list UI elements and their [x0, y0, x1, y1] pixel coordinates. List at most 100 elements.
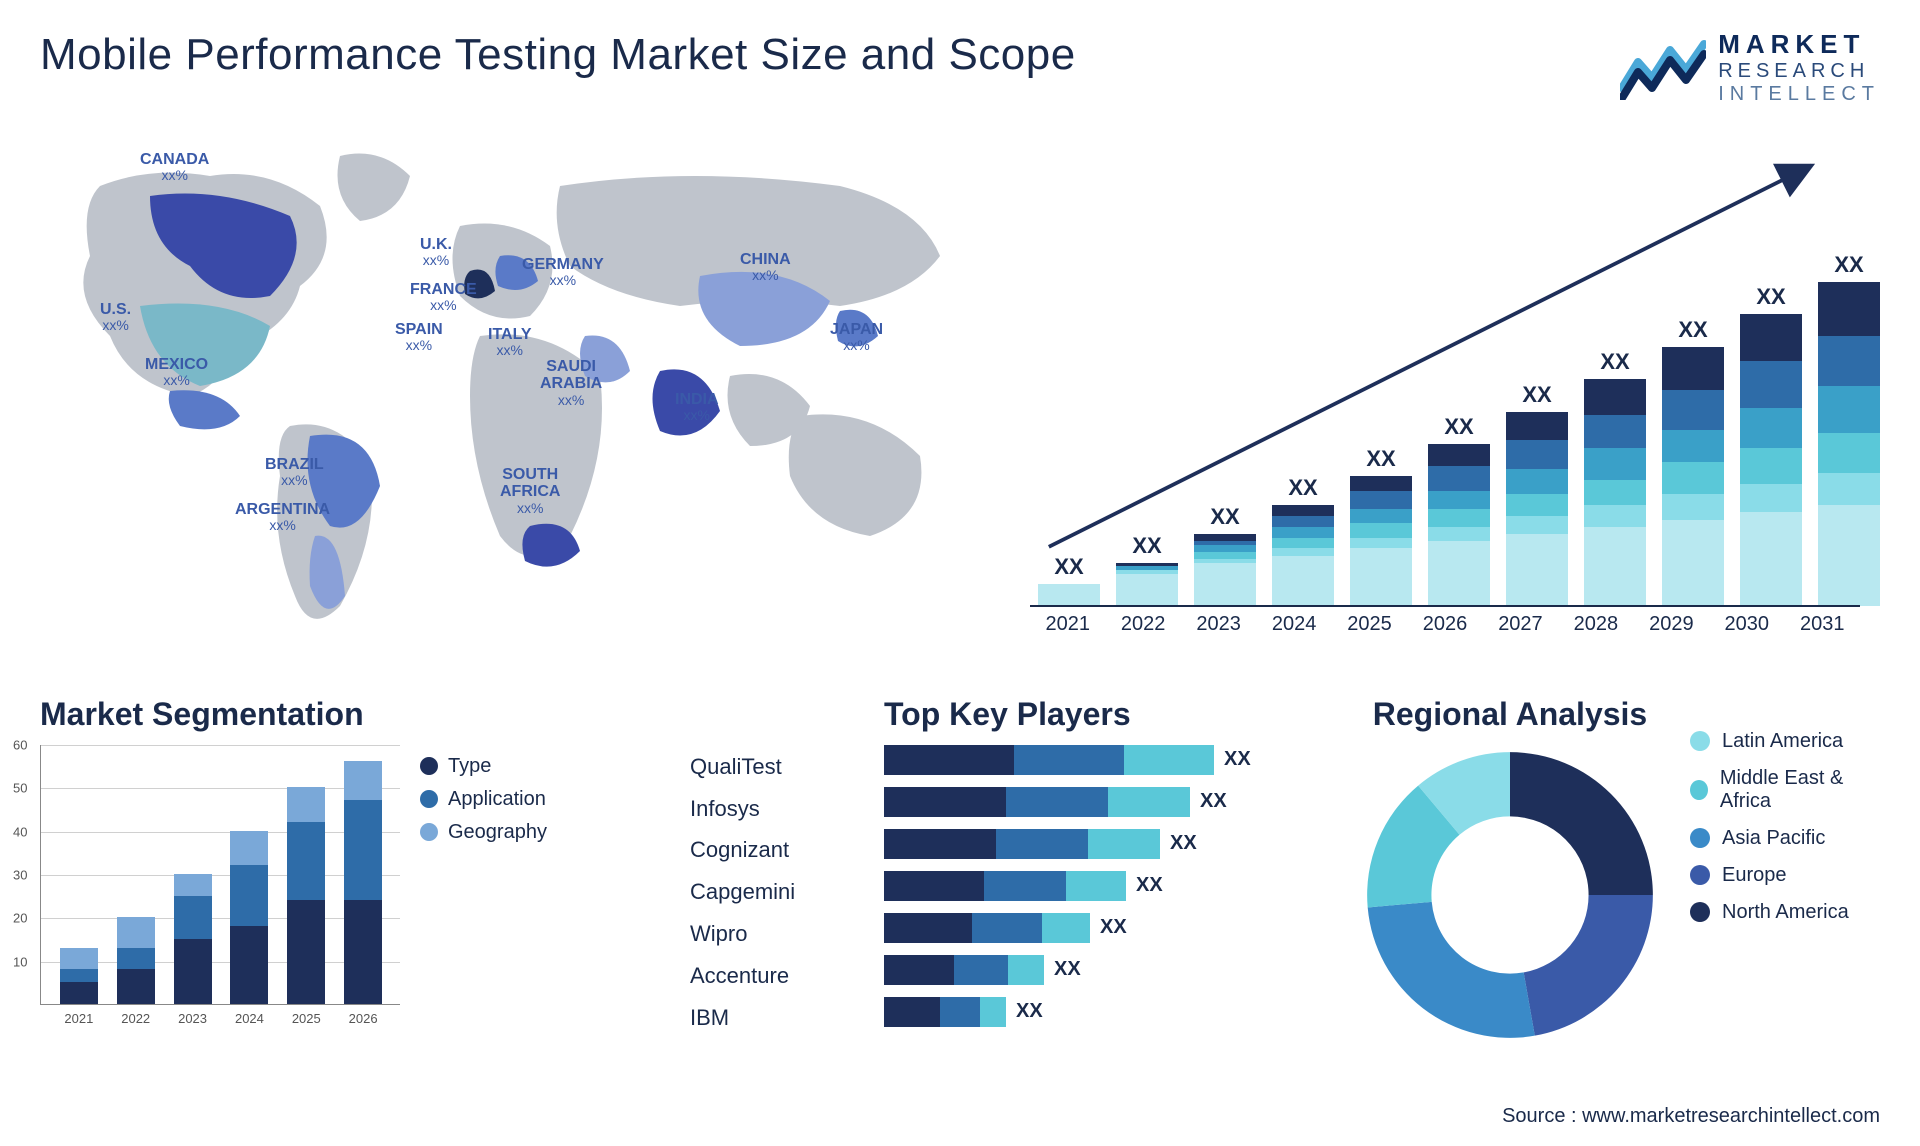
seg-ytick-label: 10 [13, 954, 27, 969]
forecast-bar-seg [1428, 509, 1490, 527]
seg-bar-seg [174, 896, 212, 939]
seg-bar-seg [230, 831, 268, 866]
key-player-bar [884, 745, 1214, 775]
key-player-bar-row: XX [884, 829, 1330, 859]
forecast-bar-label: XX [1740, 284, 1802, 310]
forecast-bar-seg [1740, 361, 1802, 408]
forecast-bar-seg [1506, 494, 1568, 516]
seg-bar-seg [344, 800, 382, 900]
key-players-chart-wrap: Top Key Players XXXXXXXXXXXXXX [884, 696, 1330, 1045]
forecast-bar-seg [1194, 563, 1256, 606]
header: Mobile Performance Testing Market Size a… [40, 30, 1880, 106]
logo-line1: MARKET [1718, 30, 1880, 60]
regional-legend: Latin AmericaMiddle East & AfricaAsia Pa… [1690, 716, 1880, 1045]
forecast-x-label: 2025 [1332, 607, 1407, 636]
forecast-x-label: 2028 [1558, 607, 1633, 636]
seg-ytick-label: 50 [13, 781, 27, 796]
forecast-bar-2024: XX [1272, 505, 1334, 606]
forecast-x-label: 2031 [1785, 607, 1860, 636]
forecast-bar-seg [1350, 476, 1412, 490]
map-label-brazil: BRAZILxx% [265, 456, 324, 489]
forecast-bar-seg [1194, 534, 1256, 541]
regional-legend-label: Europe [1722, 864, 1787, 887]
regional-legend-item: North America [1690, 901, 1880, 924]
forecast-bar-seg [1428, 541, 1490, 606]
forecast-bar-seg [1428, 491, 1490, 509]
key-player-name: Wipro [690, 913, 860, 955]
forecast-bar-seg [1272, 548, 1334, 555]
regional-donut-wrap [1360, 745, 1660, 1045]
key-player-value: XX [1136, 874, 1163, 897]
forecast-bar-seg [1818, 433, 1880, 473]
forecast-bar-seg [1506, 516, 1568, 534]
key-player-bar-row: XX [884, 997, 1330, 1027]
forecast-bar-panel: XXXXXXXXXXXXXXXXXXXXXX 20212022202320242… [1030, 136, 1880, 656]
page-title: Mobile Performance Testing Market Size a… [40, 30, 1076, 80]
key-player-bar [884, 913, 1090, 943]
forecast-bar-label: XX [1428, 414, 1490, 440]
key-player-value: XX [1170, 832, 1197, 855]
regional-legend-swatch-icon [1690, 865, 1710, 885]
forecast-bar-seg [1428, 527, 1490, 541]
forecast-bar-2026: XX [1428, 444, 1490, 606]
key-player-bar-seg [954, 955, 1008, 985]
forecast-bar-seg [1272, 527, 1334, 538]
seg-xtick-label: 2023 [178, 1011, 207, 1026]
logo-text: MARKET RESEARCH INTELLECT [1718, 30, 1880, 106]
forecast-bar-seg [1506, 469, 1568, 494]
donut-slice-north-america [1510, 752, 1653, 895]
seg-bar-seg [60, 982, 98, 1004]
seg-bar-seg [117, 917, 155, 947]
key-player-value: XX [1100, 916, 1127, 939]
seg-bar-seg [230, 926, 268, 1004]
key-player-bar [884, 955, 1044, 985]
seg-xtick-label: 2021 [64, 1011, 93, 1026]
logo-mark-icon [1620, 36, 1706, 100]
forecast-x-label: 2023 [1181, 607, 1256, 636]
key-player-bar-seg [884, 745, 1014, 775]
key-player-bar-row: XX [884, 871, 1330, 901]
seg-xtick-label: 2022 [121, 1011, 150, 1026]
forecast-bar-seg [1818, 505, 1880, 606]
forecast-bar-label: XX [1272, 475, 1334, 501]
key-player-bar-seg [1008, 955, 1044, 985]
forecast-bar-seg [1272, 556, 1334, 606]
forecast-bar-2021: XX [1038, 584, 1100, 606]
seg-bar-2026 [344, 761, 382, 1004]
forecast-x-axis: 2021202220232024202520262027202820292030… [1030, 605, 1860, 636]
regional-panel: Regional Analysis Latin AmericaMiddle Ea… [1360, 696, 1880, 1045]
forecast-bar-seg [1350, 509, 1412, 523]
map-label-u-k-: U.K.xx% [420, 236, 452, 269]
key-player-name: Capgemini [690, 871, 860, 913]
forecast-bar-seg [1350, 538, 1412, 549]
key-player-bar-seg [884, 871, 984, 901]
segmentation-chart: 102030405060202120222023202420252026 [40, 745, 400, 1005]
key-player-bar-row: XX [884, 787, 1330, 817]
key-player-bar-seg [1014, 745, 1124, 775]
seg-legend-label: Type [448, 755, 491, 778]
regional-legend-item: Latin America [1690, 730, 1880, 753]
forecast-bar-seg [1662, 462, 1724, 494]
key-player-name: IBM [690, 997, 860, 1039]
key-player-value: XX [1200, 790, 1227, 813]
forecast-bar-label: XX [1350, 446, 1412, 472]
regional-legend-swatch-icon [1690, 828, 1710, 848]
key-player-bar-seg [884, 997, 940, 1027]
forecast-bar-seg [1506, 534, 1568, 606]
forecast-bar-seg [1428, 466, 1490, 491]
key-player-name: Accenture [690, 955, 860, 997]
forecast-bar-seg [1740, 408, 1802, 448]
forecast-bar-2029: XX [1662, 347, 1724, 606]
forecast-bar-chart: XXXXXXXXXXXXXXXXXXXXXX [1030, 156, 1860, 606]
segmentation-legend: TypeApplicationGeography [420, 745, 547, 1005]
map-label-saudi-arabia: SAUDIARABIAxx% [540, 358, 602, 409]
forecast-bar-seg [1818, 336, 1880, 386]
regional-legend-swatch-icon [1690, 731, 1710, 751]
forecast-bar-label: XX [1194, 504, 1256, 530]
key-player-bar [884, 829, 1160, 859]
seg-legend-swatch-icon [420, 757, 438, 775]
key-player-name: QualiTest [690, 746, 860, 788]
key-player-bar-seg [884, 829, 996, 859]
key-players-list: QualiTestInfosysCognizantCapgeminiWiproA… [690, 746, 860, 1045]
key-player-bar-seg [884, 913, 972, 943]
